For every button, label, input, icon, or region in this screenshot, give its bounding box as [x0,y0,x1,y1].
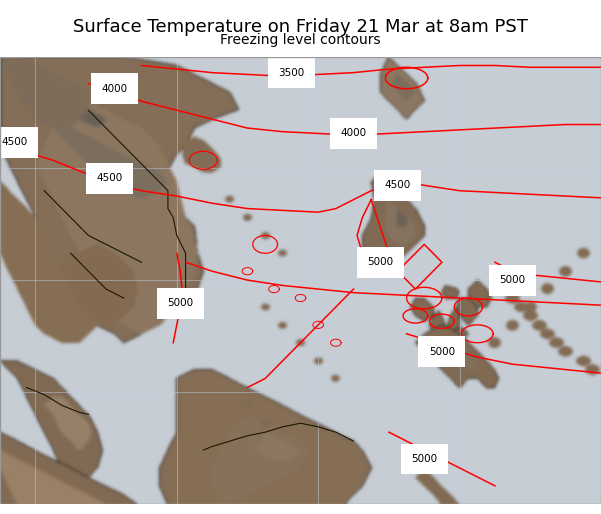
Text: 4500: 4500 [1,137,27,148]
Text: 4000: 4000 [102,84,128,94]
Text: 4500: 4500 [385,180,411,190]
Text: 3500: 3500 [278,68,305,78]
Text: Surface Temperature on Friday 21 Mar at 8am PST: Surface Temperature on Friday 21 Mar at … [73,18,528,36]
Text: 5000: 5000 [367,257,393,267]
Text: 4500: 4500 [97,173,123,183]
Text: 5000: 5000 [411,454,438,464]
Text: 4000: 4000 [341,128,367,138]
Text: Freezing level contours: Freezing level contours [220,33,381,47]
Text: 5000: 5000 [429,346,455,357]
Text: 5000: 5000 [499,275,526,285]
Text: 5000: 5000 [167,299,194,308]
